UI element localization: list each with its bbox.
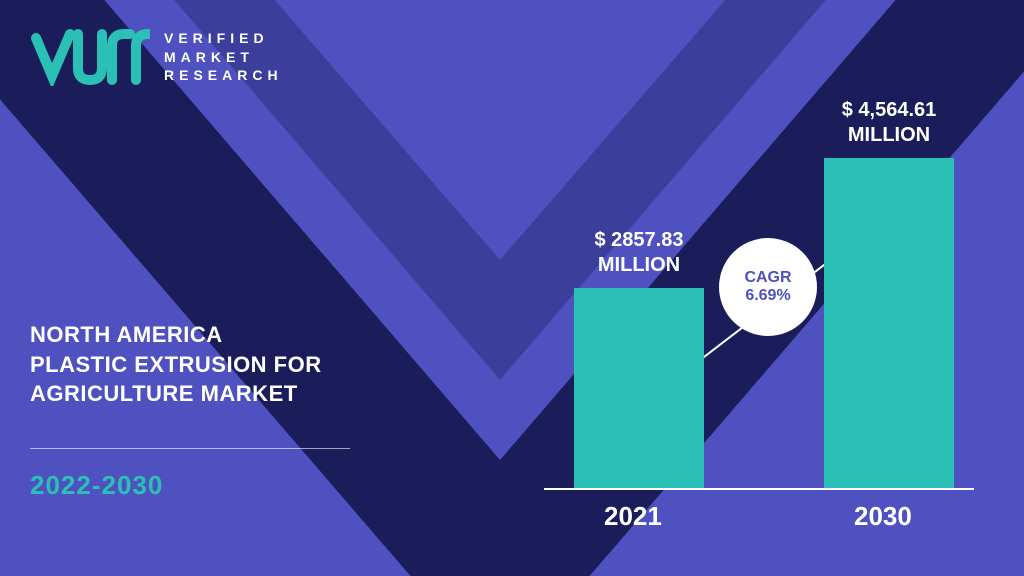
bar: $ 2857.83MILLION [574,288,704,488]
report-title: NORTH AMERICA PLASTIC EXTRUSION FOR AGRI… [30,320,322,409]
logo-text-line: VERIFIED [164,29,283,48]
market-size-chart: $ 2857.83MILLION$ 4,564.61MILLION CAGR 6… [544,66,974,546]
logo-text: VERIFIED MARKET RESEARCH [164,29,283,86]
bar-value-label: $ 2857.83MILLION [554,228,724,278]
logo-text-line: MARKET [164,48,283,67]
x-axis [544,488,974,490]
bar-value-line: $ 4,564.61 [804,98,974,123]
bar-rect [824,158,954,488]
logo-mark-icon [30,28,150,86]
bar-rect [574,288,704,488]
cagr-value: 6.69% [745,287,790,305]
bar-value-line: MILLION [804,123,974,148]
bar-value-label: $ 4,564.61MILLION [804,98,974,148]
title-line: PLASTIC EXTRUSION FOR [30,350,322,380]
brand-logo: VERIFIED MARKET RESEARCH [30,28,283,86]
bar: $ 4,564.61MILLION [824,158,954,488]
title-line: AGRICULTURE MARKET [30,379,322,409]
bar-value-line: $ 2857.83 [554,228,724,253]
cagr-label: CAGR [744,269,791,287]
logo-text-line: RESEARCH [164,66,283,85]
infographic-canvas: VERIFIED MARKET RESEARCH NORTH AMERICA P… [0,0,1024,576]
title-divider [30,448,350,449]
forecast-period: 2022-2030 [30,470,163,501]
bar-year-label: 2030 [854,501,912,532]
cagr-badge: CAGR 6.69% [719,238,817,336]
bar-value-line: MILLION [554,253,724,278]
bar-year-label: 2021 [604,501,662,532]
title-line: NORTH AMERICA [30,320,322,350]
